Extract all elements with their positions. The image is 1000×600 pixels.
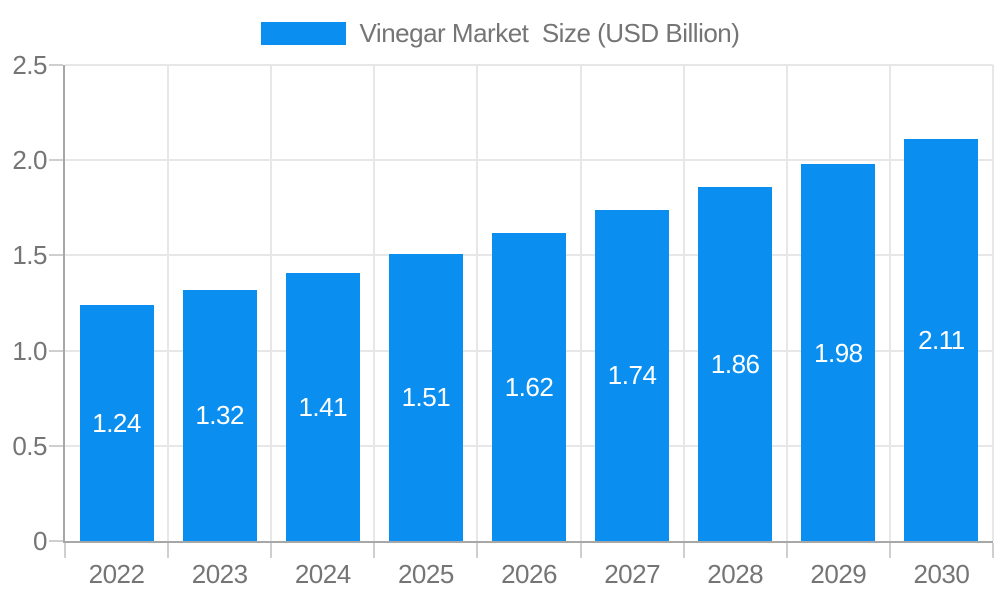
x-axis-tick: [888, 543, 891, 558]
x-axis-tick: [476, 543, 479, 558]
legend-swatch[interactable]: [260, 21, 346, 45]
x-axis-category-label: 2022: [88, 559, 145, 589]
bar-2029[interactable]: 1.98: [801, 164, 876, 541]
gridline-vertical: [167, 65, 170, 541]
bar-2030[interactable]: 2.11: [904, 139, 979, 541]
plot-area: 0 0.5 1.0 1.5 2.0 2.5 1.24 2022 1.32 2023 1.41 2024…: [12, 52, 994, 587]
bar-value-label: 1.74: [607, 360, 657, 391]
x-axis-tick: [992, 543, 994, 558]
x-axis-tick: [579, 543, 582, 558]
bar-value-label: 1.41: [298, 391, 348, 422]
x-axis-category-label: 2023: [191, 559, 248, 589]
y-axis-tick-label: 2.0: [12, 145, 47, 176]
y-axis-tick: [49, 64, 63, 66]
x-axis-category-label: 2024: [294, 559, 351, 589]
chart-legend[interactable]: Vinegar Market Size (USD Billion): [0, 20, 1000, 46]
x-axis-category-label: 2026: [501, 559, 557, 589]
bar-value-label: 1.51: [401, 382, 451, 413]
x-axis-category-label: 2027: [604, 559, 661, 589]
bar-2023[interactable]: 1.32: [182, 289, 257, 541]
x-axis-tick: [373, 543, 376, 558]
gridline-vertical: [579, 65, 582, 541]
bar-2028[interactable]: 1.86: [698, 186, 773, 541]
x-axis-tick: [682, 543, 685, 558]
y-axis-tick: [49, 349, 63, 352]
x-axis-tick: [167, 543, 170, 558]
bar-2025[interactable]: 1.51: [388, 253, 463, 541]
gridline-vertical: [373, 65, 376, 541]
bar-2027[interactable]: 1.74: [595, 209, 670, 541]
bar-value-label: 1.98: [814, 337, 863, 368]
x-axis-category-label: 2028: [707, 559, 764, 589]
y-axis-tick-label: 0.5: [12, 430, 47, 461]
gridline-vertical: [476, 65, 479, 541]
gridline-vertical: [270, 65, 273, 541]
y-axis-tick: [49, 444, 63, 447]
bar-value-label: 1.62: [504, 371, 554, 402]
gridline-vertical: [785, 65, 788, 541]
y-axis-tick-label: 0: [33, 526, 47, 556]
bar-2022[interactable]: 1.24: [79, 304, 154, 541]
gridline-horizontal: [65, 159, 993, 162]
y-axis-tick: [49, 540, 63, 542]
x-axis-category-label: 2029: [810, 559, 867, 589]
y-axis-tick-label: 1.0: [12, 335, 47, 366]
bar-2026[interactable]: 1.62: [492, 232, 566, 541]
x-axis-line: [63, 541, 993, 543]
gridline-vertical: [682, 65, 685, 541]
y-axis-tick: [49, 159, 63, 162]
bar-value-label: 1.24: [92, 407, 141, 438]
x-axis-tick: [785, 543, 788, 558]
legend-label[interactable]: Vinegar Market Size (USD Billion): [359, 18, 740, 48]
x-axis-category-label: 2025: [397, 559, 454, 589]
bar-value-label: 2.11: [918, 325, 965, 356]
y-axis-line: [63, 65, 65, 543]
y-axis-tick-label: 1.5: [12, 240, 47, 271]
y-axis-tick: [49, 254, 63, 257]
gridline-vertical: [888, 65, 891, 541]
bar-2024[interactable]: 1.41: [285, 272, 360, 541]
bar-value-label: 1.32: [195, 400, 244, 431]
x-axis-tick: [64, 543, 66, 558]
bar-value-label: 1.86: [710, 348, 760, 379]
gridline-horizontal: [65, 64, 993, 66]
x-axis-category-label: 2030: [913, 559, 970, 589]
x-axis-tick: [270, 543, 273, 558]
gridline-vertical: [992, 65, 994, 541]
y-axis-tick-label: 2.5: [12, 50, 47, 80]
